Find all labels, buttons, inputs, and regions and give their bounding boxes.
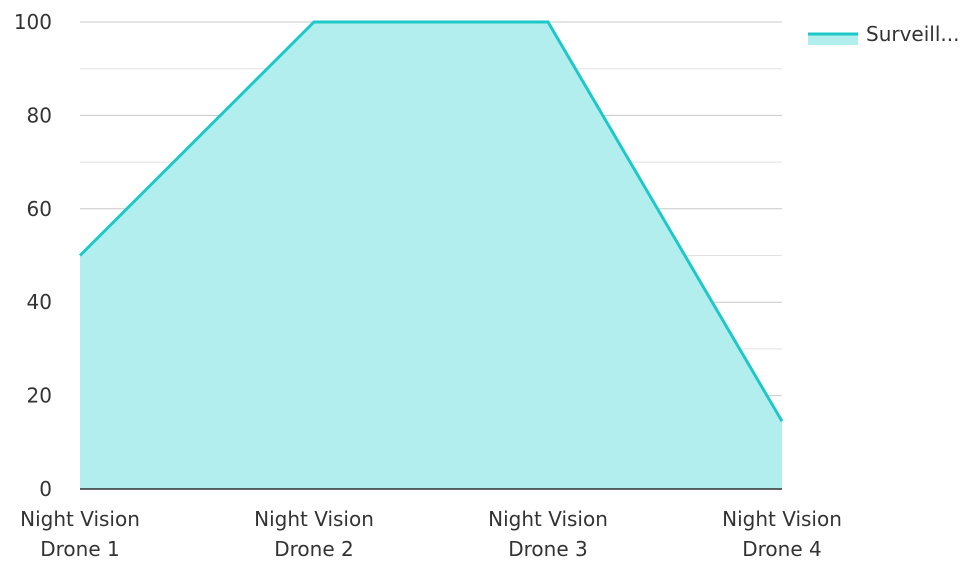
legend-label: Surveill...: [866, 22, 959, 46]
x-tick-label: Night Vision Drone 2: [254, 507, 374, 561]
y-tick-label: 60: [27, 197, 52, 221]
y-tick-label: 20: [27, 384, 52, 408]
series-area-fill: [80, 22, 782, 489]
x-tick-label: Night Vision Drone 3: [488, 507, 608, 561]
y-tick-label: 0: [39, 477, 52, 501]
series-area-layer: [78, 20, 784, 489]
y-tick-label: 80: [27, 103, 52, 127]
x-tick-label: Night Vision Drone 1: [20, 507, 140, 561]
x-tick-label: Night Vision Drone 4: [722, 507, 842, 561]
legend-swatch-fill: [808, 34, 858, 45]
y-tick-label: 40: [27, 290, 52, 314]
series-line: [78, 20, 784, 423]
y-axis-tick-labels: 0 20 40 60 80 100: [14, 10, 52, 501]
y-tick-label: 100: [14, 10, 52, 34]
legend: Surveill...: [808, 22, 959, 46]
x-axis-tick-labels: Night Vision Drone 1 Night Vision Drone 2 Ni…: [20, 507, 842, 561]
